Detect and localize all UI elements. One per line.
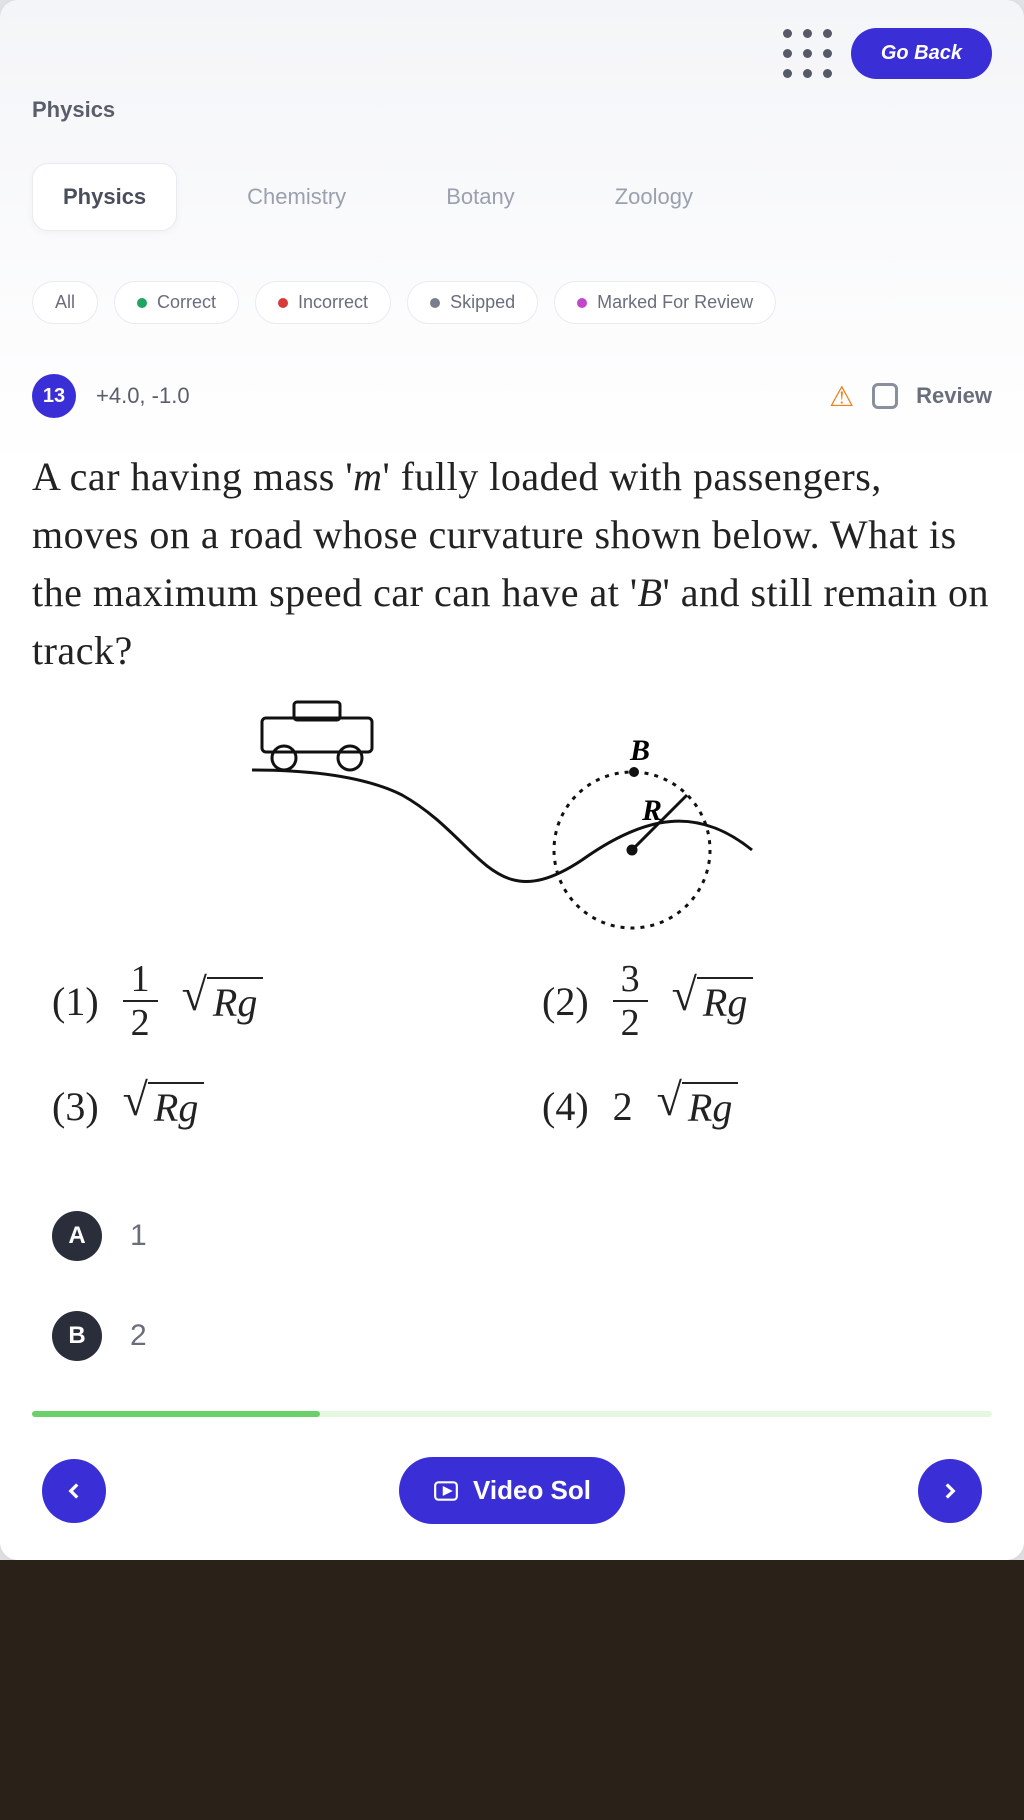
- filter-incorrect[interactable]: Incorrect: [255, 281, 391, 324]
- filter-label: Skipped: [450, 292, 515, 313]
- app-screen: Go Back Physics Physics Chemistry Botany…: [0, 0, 1024, 1560]
- answer-list: A 1 B 2: [32, 1211, 992, 1361]
- next-button[interactable]: [918, 1459, 982, 1523]
- diagram-label-r: R: [641, 794, 662, 827]
- answer-value: 2: [130, 1319, 147, 1353]
- dot-icon: [430, 298, 440, 308]
- screen-glare: [340, 1140, 560, 1190]
- chevron-right-icon: [937, 1478, 963, 1504]
- question-text: A car having mass 'm' fully loaded with …: [32, 448, 992, 680]
- answer-value: 1: [130, 1219, 147, 1253]
- question-diagram: B R: [32, 700, 992, 930]
- answer-badge: B: [52, 1311, 102, 1361]
- options-grid: (1) 12 √Rg (2) 32 √Rg (3) √Rg (4) 2 √Rg: [32, 960, 992, 1131]
- filter-all[interactable]: All: [32, 281, 98, 324]
- tab-chemistry[interactable]: Chemistry: [217, 164, 376, 230]
- tab-physics[interactable]: Physics: [32, 163, 177, 231]
- option-tag: (2): [542, 978, 589, 1025]
- dot-icon: [137, 298, 147, 308]
- filter-label: All: [55, 292, 75, 313]
- review-checkbox[interactable]: [872, 383, 898, 409]
- review-label: Review: [916, 383, 992, 409]
- filter-marked[interactable]: Marked For Review: [554, 281, 776, 324]
- go-back-button[interactable]: Go Back: [851, 28, 992, 79]
- dot-icon: [577, 298, 587, 308]
- option-1[interactable]: (1) 12 √Rg: [52, 960, 482, 1042]
- filter-label: Incorrect: [298, 292, 368, 313]
- footer-nav: Video Sol: [32, 1457, 992, 1524]
- breadcrumb: Physics: [32, 97, 992, 123]
- marks-label: +4.0, -1.0: [96, 383, 190, 409]
- filter-label: Marked For Review: [597, 292, 753, 313]
- top-bar: Go Back: [32, 28, 992, 79]
- filter-row: All Correct Incorrect Skipped Marked For…: [32, 281, 992, 324]
- tab-zoology[interactable]: Zoology: [585, 164, 723, 230]
- option-2[interactable]: (2) 32 √Rg: [542, 960, 972, 1042]
- dot-icon: [278, 298, 288, 308]
- option-tag: (4): [542, 1083, 589, 1130]
- chevron-left-icon: [61, 1478, 87, 1504]
- option-tag: (3): [52, 1083, 99, 1130]
- warning-icon: ⚠: [829, 380, 854, 413]
- progress-fill: [32, 1411, 320, 1417]
- answer-a[interactable]: A 1: [52, 1211, 992, 1261]
- grid-menu-icon[interactable]: [783, 29, 833, 79]
- filter-label: Correct: [157, 292, 216, 313]
- filter-correct[interactable]: Correct: [114, 281, 239, 324]
- option-4[interactable]: (4) 2 √Rg: [542, 1082, 972, 1131]
- diagram-label-b: B: [629, 734, 650, 767]
- filter-skipped[interactable]: Skipped: [407, 281, 538, 324]
- option-tag: (1): [52, 978, 99, 1025]
- video-solution-button[interactable]: Video Sol: [399, 1457, 625, 1524]
- desk-background: [0, 1560, 1024, 1820]
- answer-b[interactable]: B 2: [52, 1311, 992, 1361]
- tab-botany[interactable]: Botany: [416, 164, 545, 230]
- subject-tabs: Physics Chemistry Botany Zoology: [32, 163, 992, 231]
- question-header: 13 +4.0, -1.0 ⚠ Review: [32, 374, 992, 418]
- video-label: Video Sol: [473, 1475, 591, 1506]
- question-number-badge: 13: [32, 374, 76, 418]
- progress-bar: [32, 1411, 992, 1417]
- play-icon: [433, 1478, 459, 1504]
- option-3[interactable]: (3) √Rg: [52, 1082, 482, 1131]
- prev-button[interactable]: [42, 1459, 106, 1523]
- answer-badge: A: [52, 1211, 102, 1261]
